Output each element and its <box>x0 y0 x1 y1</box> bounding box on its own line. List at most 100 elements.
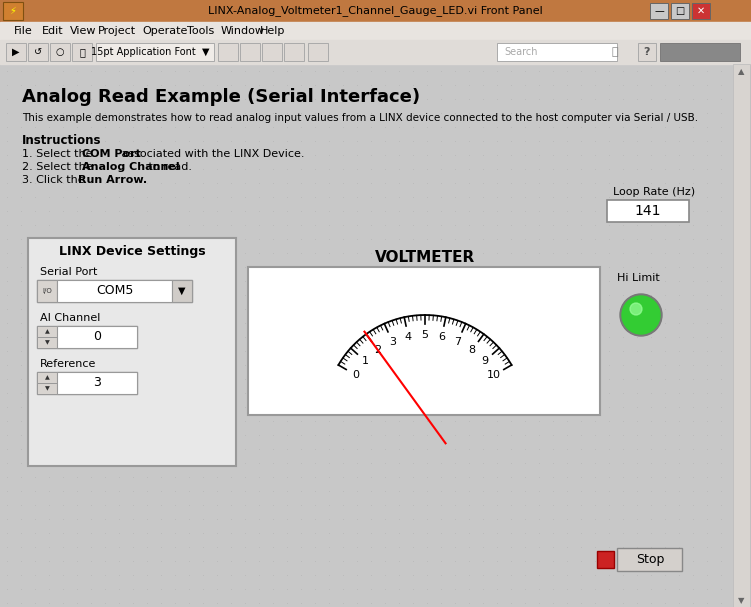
Bar <box>37 372 57 383</box>
Circle shape <box>630 303 642 315</box>
Text: 8: 8 <box>469 345 475 355</box>
Bar <box>597 551 614 568</box>
Text: 1. Select the: 1. Select the <box>22 149 96 159</box>
Bar <box>37 280 57 302</box>
Text: ⚡: ⚡ <box>10 6 17 16</box>
Text: 2. Select the: 2. Select the <box>22 162 96 172</box>
Bar <box>6 43 26 61</box>
Text: —: — <box>654 6 664 16</box>
Text: 3. Click the: 3. Click the <box>22 175 88 185</box>
Bar <box>262 43 282 61</box>
Text: ?: ? <box>644 47 650 57</box>
Text: COM5: COM5 <box>96 285 134 297</box>
Text: ▲: ▲ <box>44 329 50 334</box>
Text: ▼: ▼ <box>737 597 744 606</box>
Circle shape <box>620 294 662 336</box>
Bar <box>37 372 137 394</box>
Bar <box>57 372 137 394</box>
Bar <box>650 3 668 19</box>
Bar <box>0 0 751 22</box>
Bar <box>3 2 23 20</box>
Text: 5: 5 <box>421 330 429 340</box>
Text: Analog Channel: Analog Channel <box>82 162 179 172</box>
Text: Analog Read Example (Serial Interface): Analog Read Example (Serial Interface) <box>22 88 420 106</box>
Bar <box>308 43 328 61</box>
Text: ↺: ↺ <box>34 47 42 57</box>
Bar <box>497 43 617 61</box>
Bar <box>240 43 260 61</box>
Bar <box>617 548 682 571</box>
Text: 2: 2 <box>375 345 382 355</box>
Text: ▶: ▶ <box>12 47 20 57</box>
Text: ▼: ▼ <box>44 340 50 345</box>
Text: 1: 1 <box>362 356 369 367</box>
Text: ▼: ▼ <box>44 386 50 391</box>
Text: ▲: ▲ <box>44 375 50 380</box>
Text: ○: ○ <box>56 47 65 57</box>
Bar <box>0 40 751 64</box>
Bar <box>660 43 740 61</box>
Bar <box>692 3 710 19</box>
Bar <box>0 22 751 40</box>
Text: ✕: ✕ <box>697 6 705 16</box>
Text: Run Arrow.: Run Arrow. <box>78 175 147 185</box>
Text: Tools: Tools <box>187 26 214 36</box>
Text: I/O: I/O <box>42 288 52 294</box>
Text: Loop Rate (Hz): Loop Rate (Hz) <box>613 187 695 197</box>
Text: to read.: to read. <box>146 162 192 172</box>
Text: VOLTMETER: VOLTMETER <box>375 251 475 265</box>
Bar <box>50 43 70 61</box>
Text: Reference: Reference <box>40 359 96 369</box>
Text: Stop: Stop <box>636 553 664 566</box>
Text: □: □ <box>675 6 685 16</box>
Text: ⏸: ⏸ <box>79 47 85 57</box>
Bar <box>607 200 689 222</box>
Bar <box>37 280 192 302</box>
Text: COM Port: COM Port <box>82 149 141 159</box>
Circle shape <box>622 296 660 334</box>
Bar <box>28 43 48 61</box>
Text: Help: Help <box>260 26 285 36</box>
Bar <box>733 64 750 607</box>
Text: Search: Search <box>504 47 538 57</box>
Text: 10: 10 <box>487 370 501 380</box>
Text: This example demonstrates how to read analog input values from a LINX device con: This example demonstrates how to read an… <box>22 113 698 123</box>
Text: LINX-Analog_Voltmeter1_Channel_Gauge_LED.vi Front Panel: LINX-Analog_Voltmeter1_Channel_Gauge_LED… <box>207 5 542 16</box>
Bar <box>37 383 57 394</box>
Bar <box>172 280 192 302</box>
Text: 9: 9 <box>481 356 488 367</box>
Text: ▲: ▲ <box>737 67 744 76</box>
Bar <box>248 267 600 415</box>
Text: 4: 4 <box>405 332 412 342</box>
Text: Hi Limit: Hi Limit <box>617 273 659 283</box>
Text: 0: 0 <box>352 370 359 380</box>
Bar <box>72 43 92 61</box>
Text: Edit: Edit <box>42 26 64 36</box>
Text: File: File <box>14 26 33 36</box>
Text: 141: 141 <box>635 204 661 218</box>
Bar <box>218 43 238 61</box>
Bar <box>96 43 214 61</box>
Text: ▼: ▼ <box>178 286 185 296</box>
Text: Serial Port: Serial Port <box>40 267 98 277</box>
Text: Operate: Operate <box>143 26 188 36</box>
Text: LINX Device Settings: LINX Device Settings <box>59 245 205 259</box>
Bar <box>37 326 57 337</box>
Text: 15pt Application Font  ▼: 15pt Application Font ▼ <box>91 47 210 57</box>
Text: Window: Window <box>221 26 264 36</box>
Bar <box>284 43 304 61</box>
Text: 🔍: 🔍 <box>611 47 618 57</box>
Bar <box>37 337 57 348</box>
Bar <box>57 280 172 302</box>
Text: Instructions: Instructions <box>22 134 101 146</box>
Text: 0: 0 <box>93 330 101 344</box>
Text: View: View <box>70 26 96 36</box>
Text: 6: 6 <box>438 332 445 342</box>
Bar <box>671 3 689 19</box>
Text: associated with the LINX Device.: associated with the LINX Device. <box>119 149 305 159</box>
Text: 7: 7 <box>454 337 461 347</box>
Text: 3: 3 <box>389 337 396 347</box>
Bar <box>0 64 751 607</box>
Bar <box>638 43 656 61</box>
Text: Project: Project <box>98 26 136 36</box>
